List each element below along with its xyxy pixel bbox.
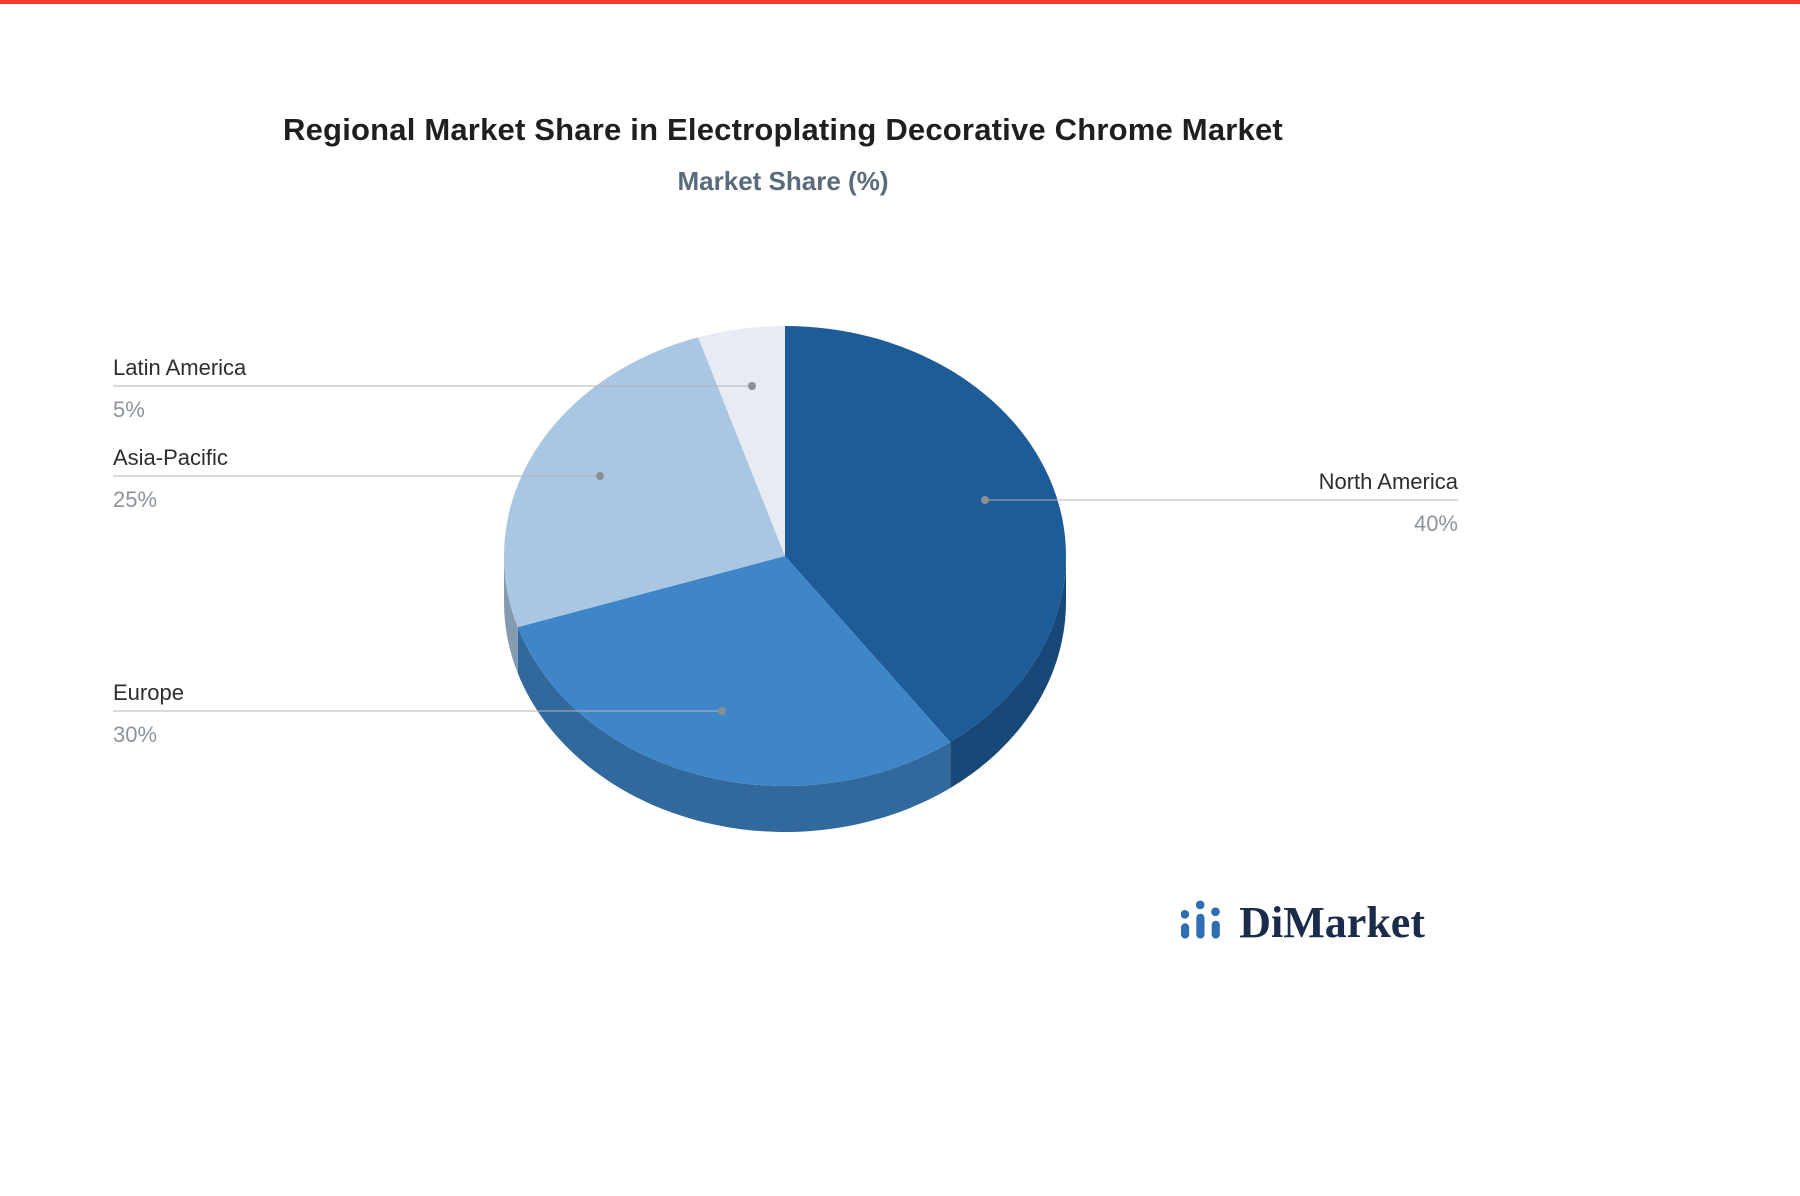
slice-value: 5% [113, 397, 145, 422]
pie-side-asia-pacific [504, 556, 518, 674]
screen-border-top [0, 0, 1800, 4]
slice-label: Latin America [113, 355, 247, 380]
leader-dot-latin-america [748, 382, 756, 390]
callout-europe: Europe 30% [113, 680, 184, 747]
pie-side-europe [517, 627, 951, 832]
callout-asia-pacific: Asia-Pacific 25% [113, 445, 228, 512]
leader-dot-asia-pacific [596, 472, 604, 480]
pie-slice-north-america [785, 326, 1066, 743]
slice-value: 30% [113, 722, 158, 747]
slice-value: 40% [1413, 511, 1458, 536]
leader-dot-europe [718, 707, 726, 715]
pie-slice-europe [517, 556, 951, 787]
chart-title: Regional Market Share in Electroplating … [283, 112, 1283, 147]
pie-slice-asia-pacific [503, 337, 785, 628]
leader-dot-north-america [981, 496, 989, 504]
callout-latin-america: Latin America 5% [113, 355, 246, 422]
chart-subtitle: Market Share (%) [677, 166, 889, 196]
slice-label: North America [1318, 469, 1458, 494]
logo-text: DiMarket [1239, 898, 1425, 948]
dimarket-logo: DiMarket [1181, 898, 1425, 948]
slice-label: Asia-Pacific [113, 445, 228, 470]
pie-slice-latin-america [698, 326, 785, 556]
pie-side-north-america [950, 556, 1066, 789]
slice-label: Europe [113, 680, 184, 705]
callout-north-america: North America 40% [1319, 469, 1458, 536]
slice-value: 25% [113, 487, 158, 512]
bar-chart-dots-icon [1181, 900, 1221, 939]
